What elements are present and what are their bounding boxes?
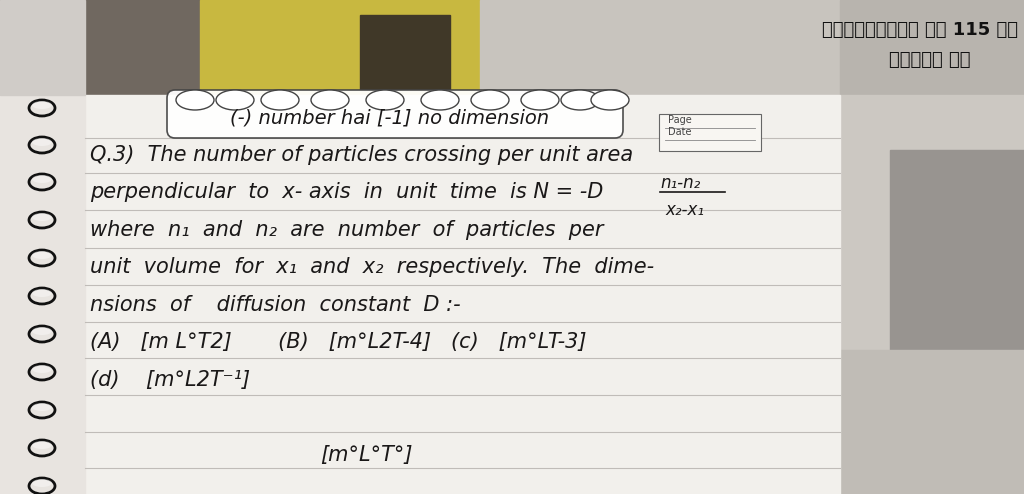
Ellipse shape xyxy=(32,175,52,183)
Ellipse shape xyxy=(29,100,55,116)
Text: पाकिस्तान को 115 रे: पाकिस्तान को 115 रे xyxy=(822,21,1018,39)
Ellipse shape xyxy=(32,251,52,259)
Bar xyxy=(0,0,85,95)
Ellipse shape xyxy=(32,365,52,373)
Ellipse shape xyxy=(29,440,55,456)
Ellipse shape xyxy=(29,212,55,228)
Bar xyxy=(0,0,200,100)
Ellipse shape xyxy=(261,90,299,110)
Bar xyxy=(200,0,480,95)
Ellipse shape xyxy=(176,90,214,110)
FancyBboxPatch shape xyxy=(167,90,623,138)
Ellipse shape xyxy=(521,90,559,110)
Ellipse shape xyxy=(591,90,629,110)
Ellipse shape xyxy=(32,403,52,411)
Text: n₁-n₂: n₁-n₂ xyxy=(660,174,700,192)
Bar xyxy=(890,150,1024,350)
Ellipse shape xyxy=(29,478,55,494)
Ellipse shape xyxy=(561,90,599,110)
Text: unit  volume  for  x₁  and  x₂  respectively.  The  dime-: unit volume for x₁ and x₂ respectively. … xyxy=(90,257,654,277)
Text: [m°L°T°]: [m°L°T°] xyxy=(319,445,413,465)
Ellipse shape xyxy=(421,90,459,110)
Ellipse shape xyxy=(29,250,55,266)
FancyBboxPatch shape xyxy=(659,114,761,151)
Text: (-) number hai [-1] no dimension: (-) number hai [-1] no dimension xyxy=(230,109,550,127)
Bar xyxy=(480,0,840,95)
Bar xyxy=(85,95,840,494)
Ellipse shape xyxy=(32,101,52,109)
Text: Date: Date xyxy=(668,127,691,137)
Ellipse shape xyxy=(216,90,254,110)
Text: perpendicular  to  x- axis  in  unit  time  is N = -D: perpendicular to x- axis in unit time is… xyxy=(90,182,603,202)
Ellipse shape xyxy=(29,174,55,190)
Ellipse shape xyxy=(366,90,404,110)
Ellipse shape xyxy=(32,327,52,335)
Bar xyxy=(840,0,1024,95)
Bar xyxy=(0,95,85,494)
Ellipse shape xyxy=(32,138,52,146)
Ellipse shape xyxy=(32,441,52,449)
Text: (A)   [m L°T2]       (B)   [m°L2T-4]   (c)   [m°LT-3]: (A) [m L°T2] (B) [m°L2T-4] (c) [m°LT-3] xyxy=(90,332,587,352)
Ellipse shape xyxy=(32,479,52,487)
Ellipse shape xyxy=(29,402,55,418)
Text: (d)    [m°L2T⁻¹]: (d) [m°L2T⁻¹] xyxy=(90,370,250,390)
Bar xyxy=(840,95,1024,494)
Ellipse shape xyxy=(32,213,52,221)
Ellipse shape xyxy=(311,90,349,110)
Ellipse shape xyxy=(471,90,509,110)
Text: nsions  of    diffusion  constant  D :-: nsions of diffusion constant D :- xyxy=(90,295,461,315)
Text: Q.3)  The number of particles crossing per unit area: Q.3) The number of particles crossing pe… xyxy=(90,145,633,165)
Text: x₂-x₁: x₂-x₁ xyxy=(665,201,705,219)
Ellipse shape xyxy=(29,364,55,380)
Bar xyxy=(360,15,450,90)
Ellipse shape xyxy=(29,137,55,153)
Ellipse shape xyxy=(29,288,55,304)
Bar xyxy=(840,350,1024,494)
Text: Page: Page xyxy=(668,115,692,125)
Ellipse shape xyxy=(32,289,52,297)
Text: where  n₁  and  n₂  are  number  of  particles  per: where n₁ and n₂ are number of particles … xyxy=(90,220,603,240)
Ellipse shape xyxy=(29,326,55,342)
Text: सीरीज आप: सीरीज आप xyxy=(889,51,971,69)
